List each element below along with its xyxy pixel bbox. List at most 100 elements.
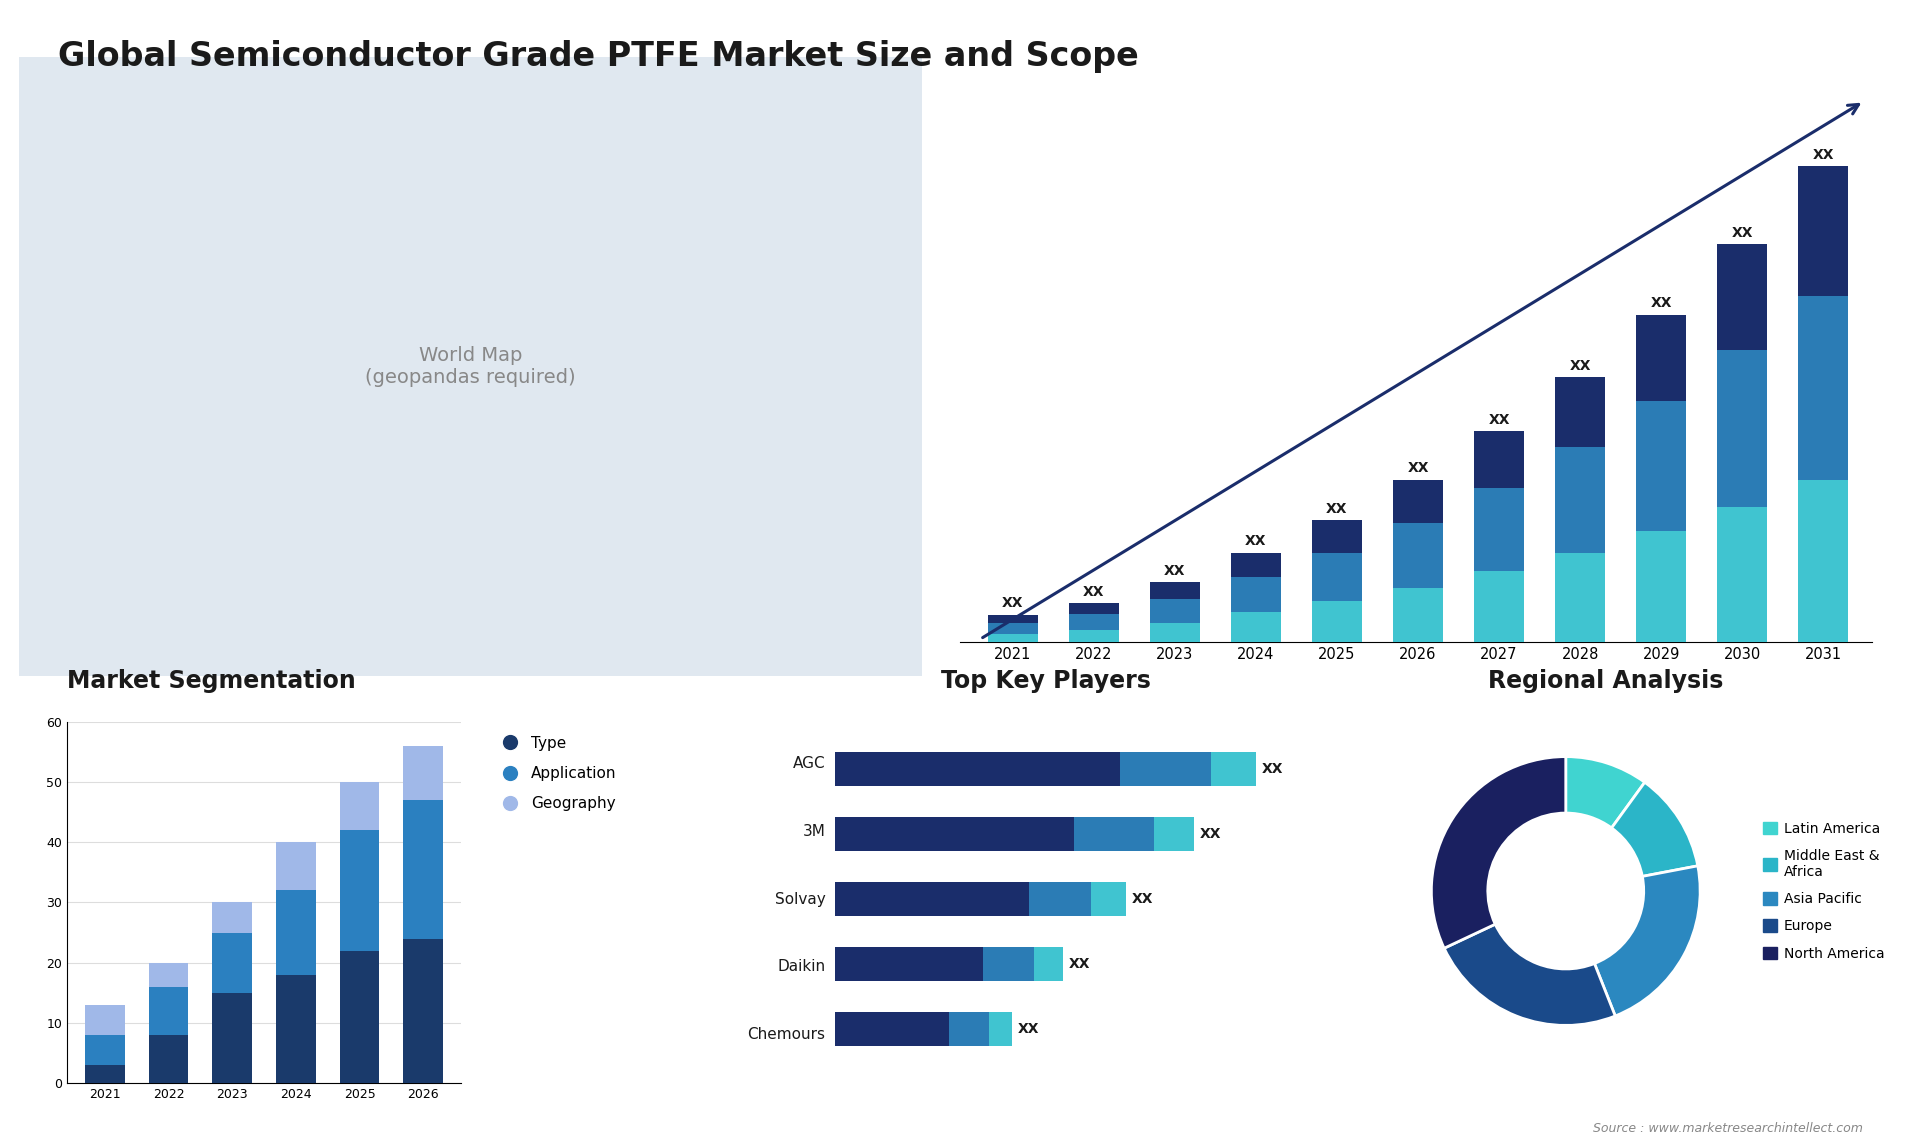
Bar — [1231, 552, 1281, 576]
Bar — [1231, 576, 1281, 612]
Bar — [1392, 479, 1444, 523]
Wedge shape — [1565, 756, 1645, 827]
Text: XX: XX — [1327, 502, 1348, 516]
Bar — [835, 752, 1119, 786]
Bar — [84, 1035, 125, 1065]
Wedge shape — [1432, 756, 1567, 948]
Bar — [1154, 817, 1194, 851]
Text: XX: XX — [1488, 413, 1509, 426]
Text: XX: XX — [1002, 596, 1023, 611]
Bar — [1555, 377, 1605, 447]
Wedge shape — [1594, 866, 1699, 1017]
Bar — [148, 963, 188, 987]
Bar — [1069, 613, 1119, 630]
Bar — [84, 1065, 125, 1083]
Bar — [276, 890, 315, 974]
Bar — [1716, 244, 1768, 350]
Legend: Type, Application, Geography: Type, Application, Geography — [488, 730, 622, 817]
Text: XX: XX — [1261, 762, 1284, 776]
Text: World Map
(geopandas required): World Map (geopandas required) — [365, 346, 576, 387]
Bar — [213, 933, 252, 992]
Legend: Latin America, Middle East &
Africa, Asia Pacific, Europe, North America: Latin America, Middle East & Africa, Asi… — [1757, 816, 1889, 966]
Bar — [1029, 882, 1091, 916]
Bar — [835, 882, 1029, 916]
Bar — [1716, 507, 1768, 642]
Text: AGC: AGC — [793, 756, 826, 771]
Text: Top Key Players: Top Key Players — [941, 669, 1150, 693]
Bar — [213, 992, 252, 1083]
Bar — [1035, 947, 1064, 981]
Bar — [1119, 752, 1212, 786]
Text: Regional Analysis: Regional Analysis — [1488, 669, 1724, 693]
Text: XX: XX — [1083, 584, 1104, 598]
Bar — [1231, 612, 1281, 642]
Text: Daikin: Daikin — [778, 959, 826, 974]
Text: Solvay: Solvay — [776, 892, 826, 906]
Text: Global Semiconductor Grade PTFE Market Size and Scope: Global Semiconductor Grade PTFE Market S… — [58, 40, 1139, 73]
Text: XX: XX — [1131, 892, 1152, 906]
Bar — [987, 622, 1039, 634]
Bar — [1799, 479, 1849, 642]
Bar — [1392, 588, 1444, 642]
Text: 3M: 3M — [803, 824, 826, 839]
Bar — [1636, 315, 1686, 401]
Bar — [403, 800, 444, 939]
Bar — [340, 783, 380, 830]
Bar — [948, 1012, 989, 1046]
Bar — [835, 1012, 948, 1046]
Bar — [1475, 431, 1524, 488]
Bar — [1636, 401, 1686, 531]
Bar — [148, 987, 188, 1035]
Bar — [987, 614, 1039, 622]
Bar — [1475, 488, 1524, 572]
Bar — [403, 939, 444, 1083]
Text: XX: XX — [1069, 957, 1091, 971]
Bar — [213, 903, 252, 933]
Bar — [835, 947, 983, 981]
Bar — [1799, 166, 1849, 296]
Bar — [1069, 603, 1119, 613]
Text: XX: XX — [1407, 462, 1428, 476]
Text: XX: XX — [1732, 226, 1753, 241]
Bar — [1150, 582, 1200, 598]
Bar — [1075, 817, 1154, 851]
Bar — [1311, 552, 1361, 602]
Wedge shape — [1444, 924, 1615, 1026]
Bar — [1799, 296, 1849, 479]
Bar — [148, 1035, 188, 1083]
Bar — [340, 830, 380, 951]
Text: Market Segmentation: Market Segmentation — [67, 669, 355, 693]
Text: XX: XX — [1651, 297, 1672, 311]
Bar — [276, 974, 315, 1083]
Text: Source : www.marketresearchintellect.com: Source : www.marketresearchintellect.com — [1592, 1122, 1862, 1135]
Bar — [1636, 531, 1686, 642]
Bar — [1555, 552, 1605, 642]
Wedge shape — [1611, 783, 1697, 877]
Bar — [987, 634, 1039, 642]
Bar — [1212, 752, 1256, 786]
Bar — [1150, 598, 1200, 622]
Bar — [1091, 882, 1125, 916]
Bar — [835, 817, 1075, 851]
Bar — [1555, 447, 1605, 552]
Text: XX: XX — [1018, 1022, 1039, 1036]
Bar — [1716, 350, 1768, 507]
Text: XX: XX — [1164, 564, 1185, 578]
Bar — [84, 1005, 125, 1035]
Text: XX: XX — [1246, 534, 1267, 548]
Bar — [1311, 602, 1361, 642]
Text: Chemours: Chemours — [747, 1027, 826, 1042]
Text: XX: XX — [1200, 827, 1221, 841]
Bar — [983, 947, 1035, 981]
Bar — [1311, 520, 1361, 552]
Text: XX: XX — [1569, 359, 1592, 372]
Bar — [276, 842, 315, 890]
Bar — [1392, 523, 1444, 588]
Bar — [340, 951, 380, 1083]
Bar — [1475, 572, 1524, 642]
Text: XX: XX — [1812, 148, 1834, 162]
Bar — [1150, 622, 1200, 642]
Bar — [1069, 630, 1119, 642]
Bar — [403, 746, 444, 800]
Bar — [989, 1012, 1012, 1046]
